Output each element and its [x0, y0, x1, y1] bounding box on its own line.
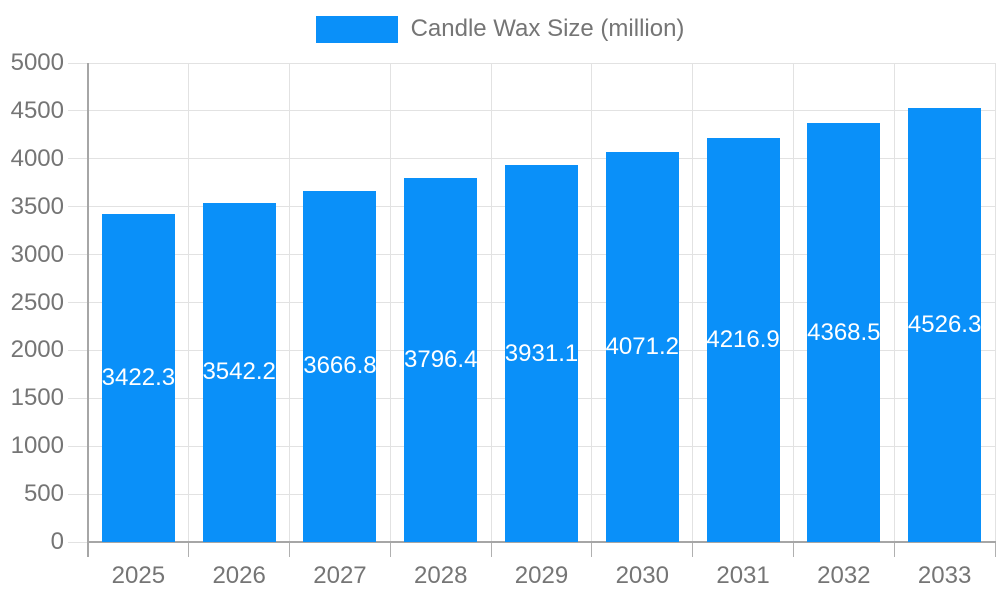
bar-2033[interactable]: [908, 108, 982, 542]
bar-2031[interactable]: [706, 138, 780, 542]
bar-value-label: 3422.3: [101, 364, 176, 392]
x-axis-label: 2025: [111, 562, 166, 589]
x-tick: [792, 542, 794, 557]
y-axis-label: 5000: [10, 49, 64, 76]
y-axis-line: [87, 63, 89, 557]
y-axis-label: 4000: [10, 144, 64, 172]
x-gridline: [893, 63, 895, 542]
x-axis-label: 2027: [313, 562, 367, 589]
chart-legend[interactable]: Candle Wax Size (million): [0, 15, 1000, 43]
y-axis-label: 500: [23, 480, 64, 508]
y-tick: [68, 349, 88, 351]
legend-label: Candle Wax Size (million): [410, 15, 685, 42]
y-tick: [68, 397, 88, 399]
x-tick: [692, 542, 694, 557]
x-gridline: [994, 63, 996, 542]
y-axis-label: 3000: [10, 240, 64, 268]
y-tick: [68, 158, 88, 160]
y-gridline: [88, 110, 995, 112]
bar-2032[interactable]: [807, 123, 881, 542]
bar-value-label: 3542.2: [202, 358, 276, 386]
bar-2025[interactable]: [101, 214, 175, 542]
y-tick: [68, 445, 88, 447]
bar-2028[interactable]: [404, 178, 478, 542]
legend-swatch: [315, 15, 398, 43]
x-gridline: [591, 63, 593, 542]
y-tick: [68, 206, 88, 208]
y-tick: [68, 493, 88, 495]
x-axis-label: 2030: [615, 562, 669, 589]
bar-value-label: 4216.9: [706, 326, 780, 353]
x-gridline: [792, 63, 794, 542]
bar-2027[interactable]: [303, 190, 377, 542]
y-gridline: [88, 158, 995, 160]
x-axis-line: [87, 541, 996, 543]
bar-value-label: 4071.2: [605, 332, 679, 360]
y-axis-label: 0: [50, 528, 64, 555]
x-tick: [994, 542, 996, 557]
x-tick: [188, 542, 190, 557]
x-axis-label: 2031: [716, 562, 770, 589]
y-tick: [68, 62, 88, 64]
bar-value-label: 3796.4: [404, 346, 478, 374]
x-axis-label: 2026: [212, 562, 266, 589]
bar-2030[interactable]: [605, 151, 679, 542]
y-tick: [68, 110, 88, 112]
y-tick: [68, 254, 88, 256]
y-axis-label: 1500: [10, 384, 64, 412]
bar-2026[interactable]: [202, 202, 276, 542]
y-axis-label: 2500: [10, 288, 64, 316]
bar-value-label: 3931.1: [504, 339, 579, 367]
x-gridline: [188, 63, 190, 542]
x-axis-label: 2033: [917, 562, 972, 589]
x-gridline: [289, 63, 291, 542]
x-axis-label: 2028: [414, 562, 468, 589]
y-axis-label: 1000: [10, 432, 64, 460]
y-gridline: [88, 62, 995, 64]
x-gridline: [692, 63, 694, 542]
x-tick: [591, 542, 593, 557]
bar-value-label: 3666.8: [303, 352, 377, 380]
x-gridline: [389, 63, 391, 542]
x-tick: [289, 542, 291, 557]
x-axis-label: 2032: [817, 562, 871, 589]
x-axis-label: 2029: [514, 562, 569, 589]
y-axis-label: 2000: [10, 336, 64, 364]
bar-value-label: 4526.3: [907, 311, 982, 339]
y-axis-label: 3500: [10, 192, 64, 220]
y-axis-label: 4500: [10, 96, 64, 124]
y-tick: [68, 541, 88, 543]
x-tick: [490, 542, 492, 557]
x-gridline: [490, 63, 492, 542]
x-tick: [389, 542, 391, 557]
bar-2029[interactable]: [505, 165, 578, 542]
y-tick: [68, 302, 88, 303]
bar-value-label: 4368.5: [807, 318, 881, 346]
x-tick: [893, 542, 895, 557]
